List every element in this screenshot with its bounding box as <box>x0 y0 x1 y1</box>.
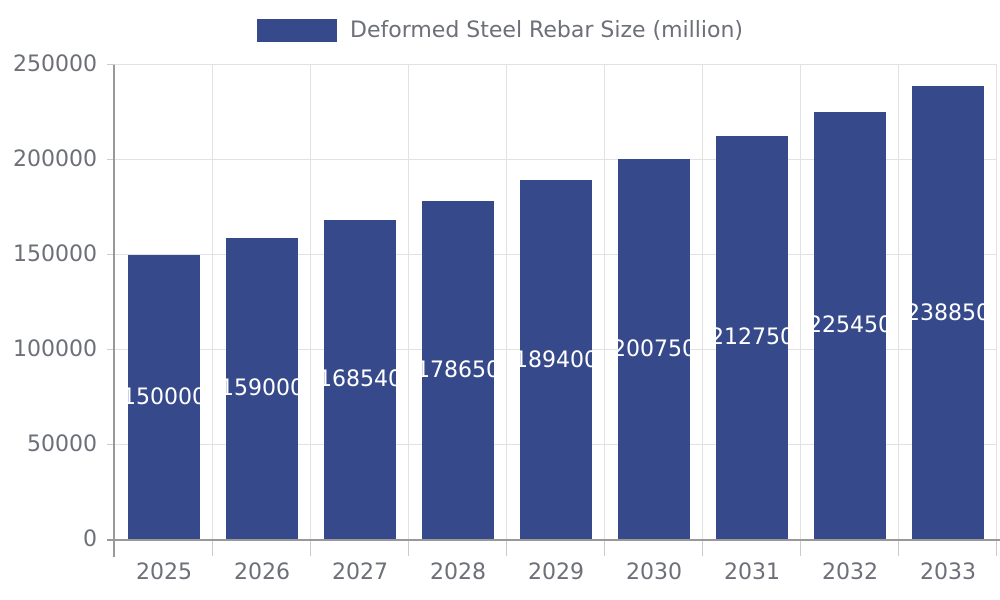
bar-value-label: 159000 <box>226 376 298 402</box>
x-axis-tick <box>408 540 409 556</box>
bar[interactable]: 159000 <box>226 237 298 540</box>
x-axis-label: 2031 <box>724 560 780 585</box>
x-axis-label: 2032 <box>822 560 878 585</box>
y-axis-label: 100000 <box>13 337 97 362</box>
bar-value-label: 200750 <box>618 336 690 362</box>
y-axis-tick <box>107 159 115 160</box>
x-gridline <box>604 65 605 540</box>
x-axis-label: 2026 <box>234 560 290 585</box>
legend-label: Deformed Steel Rebar Size (million) <box>350 18 743 43</box>
bar[interactable]: 212750 <box>716 135 788 540</box>
bar-value-label: 178650 <box>422 357 494 383</box>
x-gridline <box>506 65 507 540</box>
x-gridline <box>702 65 703 540</box>
y-gridline <box>115 64 997 65</box>
legend-item[interactable]: Deformed Steel Rebar Size (million) <box>0 18 1000 43</box>
y-axis-label: 200000 <box>13 147 97 172</box>
x-axis-tick <box>212 540 213 556</box>
y-axis-tick <box>107 349 115 350</box>
x-axis-line <box>107 539 1000 541</box>
x-gridline <box>996 65 997 540</box>
y-axis-label: 0 <box>83 527 97 552</box>
bar-value-label: 225450 <box>814 313 886 339</box>
y-axis-tick <box>107 444 115 445</box>
x-axis-tick <box>800 540 801 556</box>
x-axis-tick <box>604 540 605 556</box>
x-axis-tick <box>702 540 703 556</box>
x-axis-label: 2029 <box>528 560 584 585</box>
y-axis-label: 150000 <box>13 242 97 267</box>
y-axis-line <box>113 65 115 557</box>
x-gridline <box>800 65 801 540</box>
bar[interactable]: 150000 <box>128 255 200 540</box>
bar-value-label: 189400 <box>520 347 592 373</box>
bar-value-label: 168540 <box>324 367 396 393</box>
x-axis-tick <box>310 540 311 556</box>
x-gridline <box>898 65 899 540</box>
x-gridline <box>310 65 311 540</box>
bar[interactable]: 225450 <box>814 111 886 540</box>
y-gridline <box>115 159 997 160</box>
bar-value-label: 150000 <box>128 385 200 410</box>
bar[interactable]: 178650 <box>422 200 494 540</box>
x-gridline <box>408 65 409 540</box>
bar[interactable]: 238850 <box>912 86 984 540</box>
x-axis-tick <box>506 540 507 556</box>
bar-value-label: 238850 <box>912 300 984 326</box>
x-axis-label: 2033 <box>920 560 976 585</box>
y-axis-label: 50000 <box>27 432 97 457</box>
y-axis-label: 250000 <box>13 52 97 77</box>
x-axis-label: 2030 <box>626 560 682 585</box>
x-axis-label: 2025 <box>136 560 192 585</box>
bar[interactable]: 200750 <box>618 158 690 540</box>
legend-swatch <box>257 19 338 42</box>
x-axis-tick <box>898 540 899 556</box>
x-axis-tick <box>996 540 997 556</box>
x-axis-label: 2028 <box>430 560 486 585</box>
bar[interactable]: 189400 <box>520 180 592 540</box>
x-gridline <box>212 65 213 540</box>
y-axis-tick <box>107 64 115 65</box>
bar[interactable]: 168540 <box>324 219 396 540</box>
bar-value-label: 212750 <box>716 325 788 351</box>
x-axis-label: 2027 <box>332 560 388 585</box>
y-axis-tick <box>107 254 115 255</box>
